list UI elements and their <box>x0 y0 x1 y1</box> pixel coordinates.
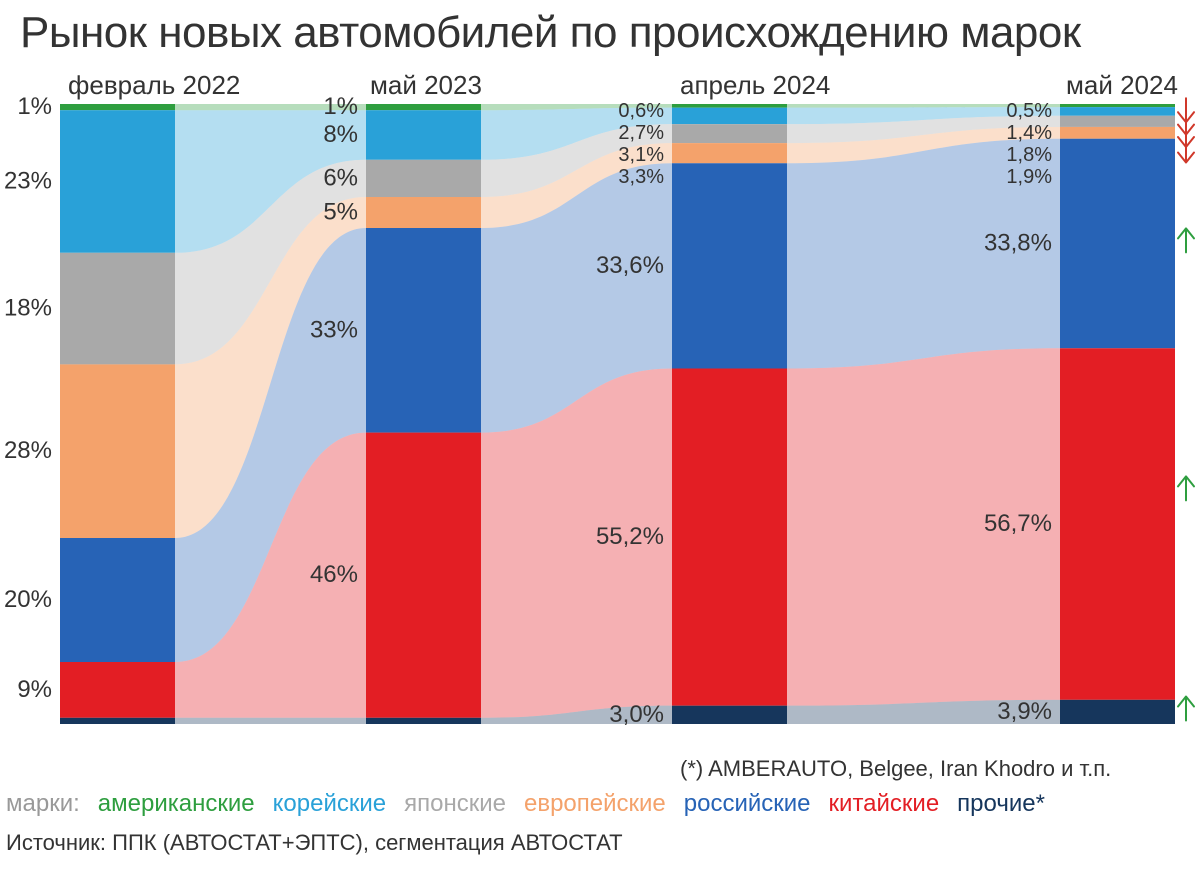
value-label: 5% <box>323 199 358 226</box>
period-label: апрель 2024 <box>680 70 830 101</box>
bar-segment <box>1060 348 1175 700</box>
legend-item: европейские <box>524 790 666 818</box>
source-line: Источник: ППК (АВТОСТАТ+ЭПТС), сегментац… <box>6 830 623 856</box>
value-label: 20% <box>4 586 52 613</box>
value-label: 0,6% <box>618 100 664 122</box>
bar-segment <box>672 163 787 368</box>
bar-segment <box>672 108 787 124</box>
bar-segment <box>366 104 481 110</box>
bar-segment <box>366 718 481 724</box>
value-label: 55,2% <box>596 523 664 550</box>
bar-segment <box>366 160 481 197</box>
trend-up-icon <box>1178 228 1194 252</box>
footnote: (*) AMBERAUTO, Belgee, Iran Khodro и т.п… <box>680 756 1111 782</box>
legend-item: американские <box>98 790 255 818</box>
bar-segment <box>60 253 175 365</box>
bar-segment <box>60 104 175 110</box>
bar-segment <box>1060 107 1175 116</box>
value-label: 6% <box>323 164 358 191</box>
bar-segment <box>60 538 175 662</box>
period-label: май 2023 <box>370 70 482 101</box>
bar-segment <box>672 143 787 163</box>
value-label: 3,1% <box>618 144 664 166</box>
legend-item: прочие* <box>957 790 1045 818</box>
legend-prefix: марки: <box>6 790 80 818</box>
value-label: 2,7% <box>618 122 664 144</box>
bar-segment <box>1060 104 1175 107</box>
value-label: 1% <box>17 93 52 120</box>
value-label: 8% <box>323 121 358 148</box>
bar-segment <box>672 368 787 705</box>
value-label: 33,6% <box>596 252 664 279</box>
period-label: февраль 2022 <box>68 70 240 101</box>
value-label: 1% <box>323 93 358 120</box>
value-label: 33,8% <box>984 230 1052 257</box>
value-label: 28% <box>4 437 52 464</box>
value-label: 3,0% <box>609 701 664 728</box>
chart-area: 1%23%18%28%20%9%1%8%6%5%33%46%0,6%2,7%3,… <box>0 70 1204 750</box>
value-label: 56,7% <box>984 510 1052 537</box>
legend-item: японские <box>404 790 506 818</box>
value-label: 0,5% <box>1006 100 1052 122</box>
stacked-flow-chart: 1%23%18%28%20%9%1%8%6%5%33%46%0,6%2,7%3,… <box>0 70 1204 750</box>
value-label: 18% <box>4 295 52 322</box>
bar-segment <box>366 110 481 160</box>
value-label: 3,3% <box>618 166 664 188</box>
chart-title: Рынок новых автомобилей по происхождению… <box>20 8 1081 58</box>
bar-segment <box>1060 700 1175 724</box>
legend: марки: американские корейские японские евро… <box>6 790 1045 818</box>
value-label: 46% <box>310 561 358 588</box>
legend-item: корейские <box>273 790 386 818</box>
bar-segment <box>60 110 175 253</box>
legend-item: китайские <box>829 790 940 818</box>
value-label: 1,4% <box>1006 122 1052 144</box>
bar-segment <box>60 718 175 724</box>
bar-segment <box>60 662 175 718</box>
bar-segment <box>1060 139 1175 349</box>
value-label: 1,9% <box>1006 166 1052 188</box>
value-label: 33% <box>310 316 358 343</box>
trend-up-icon <box>1178 476 1194 500</box>
bar-segment <box>366 228 481 433</box>
bar-segment <box>366 197 481 228</box>
value-label: 9% <box>17 676 52 703</box>
value-label: 3,9% <box>997 698 1052 725</box>
legend-item: российские <box>684 790 811 818</box>
trend-up-icon <box>1178 697 1194 721</box>
bar-segment <box>672 706 787 724</box>
bar-segment <box>1060 127 1175 139</box>
bar-segment <box>672 124 787 143</box>
bar-segment <box>366 433 481 718</box>
period-label: май 2024 <box>1066 70 1178 101</box>
flow-ribbon <box>175 718 366 724</box>
value-label: 1,8% <box>1006 144 1052 166</box>
bar-segment <box>672 104 787 108</box>
trend-down-icon <box>1178 139 1194 163</box>
bar-segment <box>60 364 175 538</box>
value-label: 23% <box>4 168 52 195</box>
bar-segment <box>1060 116 1175 127</box>
